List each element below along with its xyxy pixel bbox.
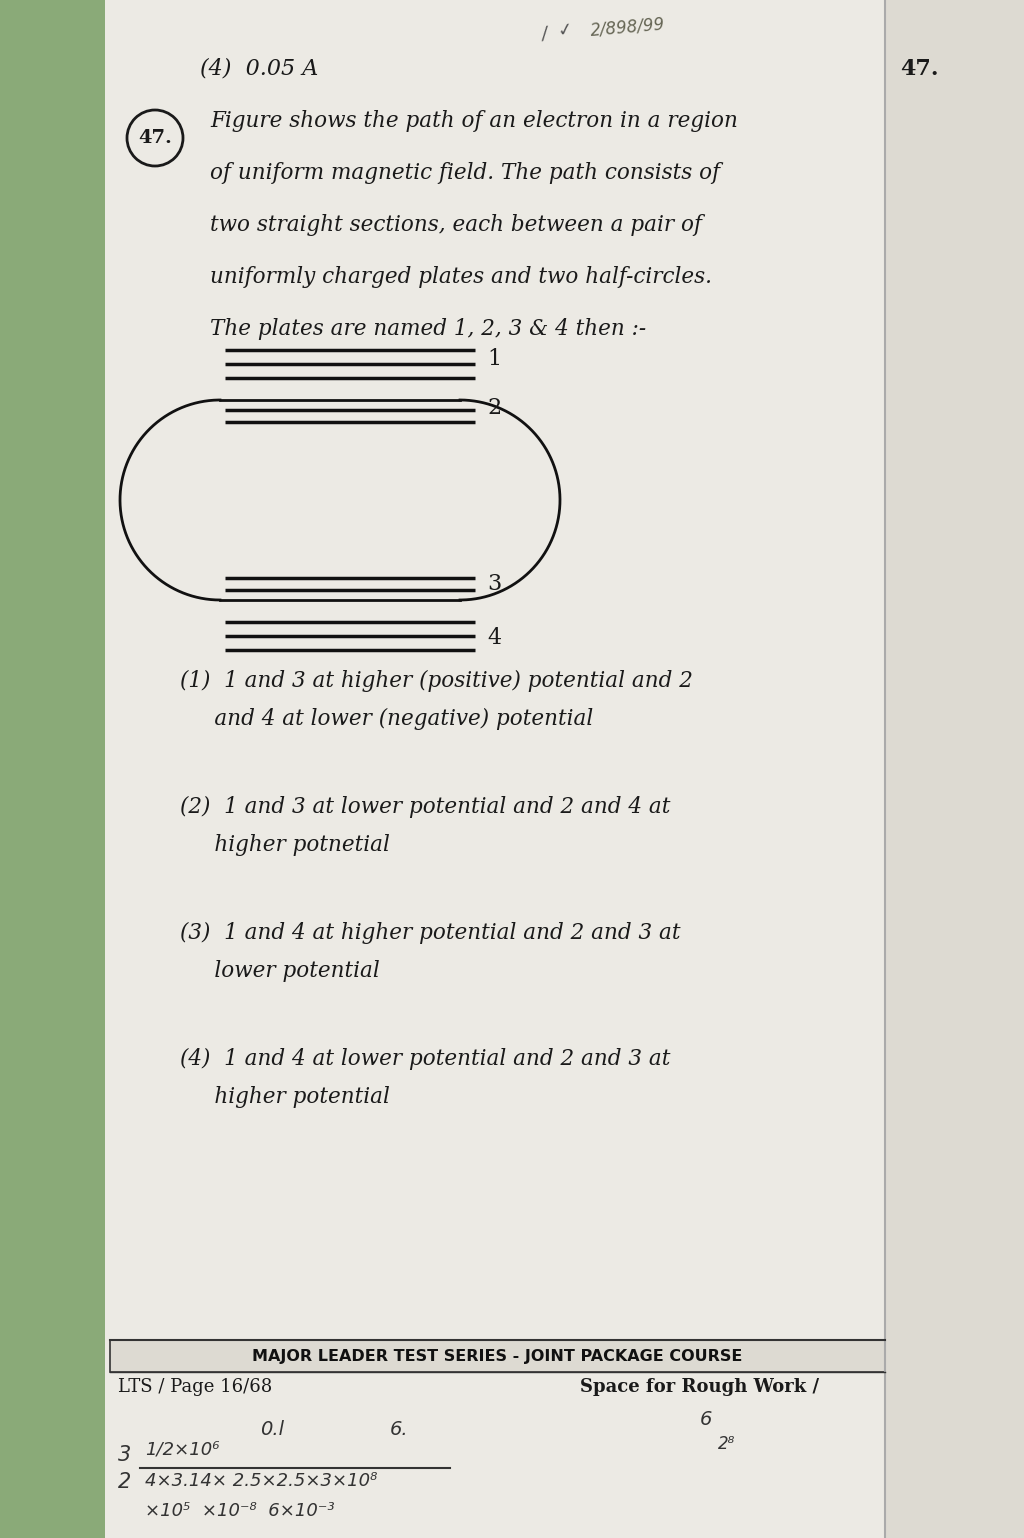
FancyBboxPatch shape [110,1340,885,1372]
Text: 0.l: 0.l [260,1420,284,1440]
Text: 47.: 47. [900,58,939,80]
Text: two straight sections, each between a pair of: two straight sections, each between a pa… [210,214,702,235]
Text: (4)  1 and 4 at lower potential and 2 and 3 at: (4) 1 and 4 at lower potential and 2 and… [180,1047,671,1070]
Text: 2⁸: 2⁸ [718,1435,735,1453]
Text: MAJOR LEADER TEST SERIES - JOINT PACKAGE COURSE: MAJOR LEADER TEST SERIES - JOINT PACKAGE… [252,1349,742,1364]
Text: (1)  1 and 3 at higher (positive) potential and 2: (1) 1 and 3 at higher (positive) potenti… [180,671,693,692]
Text: of uniform magnetic field. The path consists of: of uniform magnetic field. The path cons… [210,161,720,185]
FancyBboxPatch shape [105,0,885,1538]
Text: Figure shows the path of an electron in a region: Figure shows the path of an electron in … [210,111,738,132]
Text: 4×3.14× 2.5×2.5×3×10⁸: 4×3.14× 2.5×2.5×3×10⁸ [145,1472,378,1490]
Text: higher potnetial: higher potnetial [180,834,390,857]
Text: Space for Rough Work /: Space for Rough Work / [580,1378,819,1397]
Text: /  ✓: / ✓ [540,20,575,43]
Text: The plates are named 1, 2, 3 & 4 then :-: The plates are named 1, 2, 3 & 4 then :- [210,318,646,340]
Text: (3)  1 and 4 at higher potential and 2 and 3 at: (3) 1 and 4 at higher potential and 2 an… [180,921,681,944]
Text: uniformly charged plates and two half-circles.: uniformly charged plates and two half-ci… [210,266,712,288]
Text: 47.: 47. [138,129,172,148]
Text: and 4 at lower (negative) potential: and 4 at lower (negative) potential [180,707,593,731]
Text: 6.: 6. [390,1420,409,1440]
Text: 1: 1 [487,348,501,371]
Text: 4: 4 [487,628,501,649]
FancyBboxPatch shape [885,0,1024,1538]
Text: 6: 6 [700,1410,713,1429]
Text: ×10⁵  ×10⁻⁸  6×10⁻³: ×10⁵ ×10⁻⁸ 6×10⁻³ [145,1503,335,1520]
Text: lower potential: lower potential [180,960,380,981]
Text: 2/898/99: 2/898/99 [590,15,667,40]
Text: 1/2×10⁶: 1/2×10⁶ [145,1440,219,1458]
FancyBboxPatch shape [0,0,120,1538]
Text: higher potential: higher potential [180,1086,390,1107]
Text: LTS / Page 16/68: LTS / Page 16/68 [118,1378,272,1397]
Text: 2: 2 [118,1472,131,1492]
Text: 3: 3 [487,574,502,595]
Text: 3: 3 [118,1446,131,1466]
Text: (2)  1 and 3 at lower potential and 2 and 4 at: (2) 1 and 3 at lower potential and 2 and… [180,797,671,818]
Text: (4)  0.05 A: (4) 0.05 A [200,58,318,80]
Text: 2: 2 [487,397,501,418]
